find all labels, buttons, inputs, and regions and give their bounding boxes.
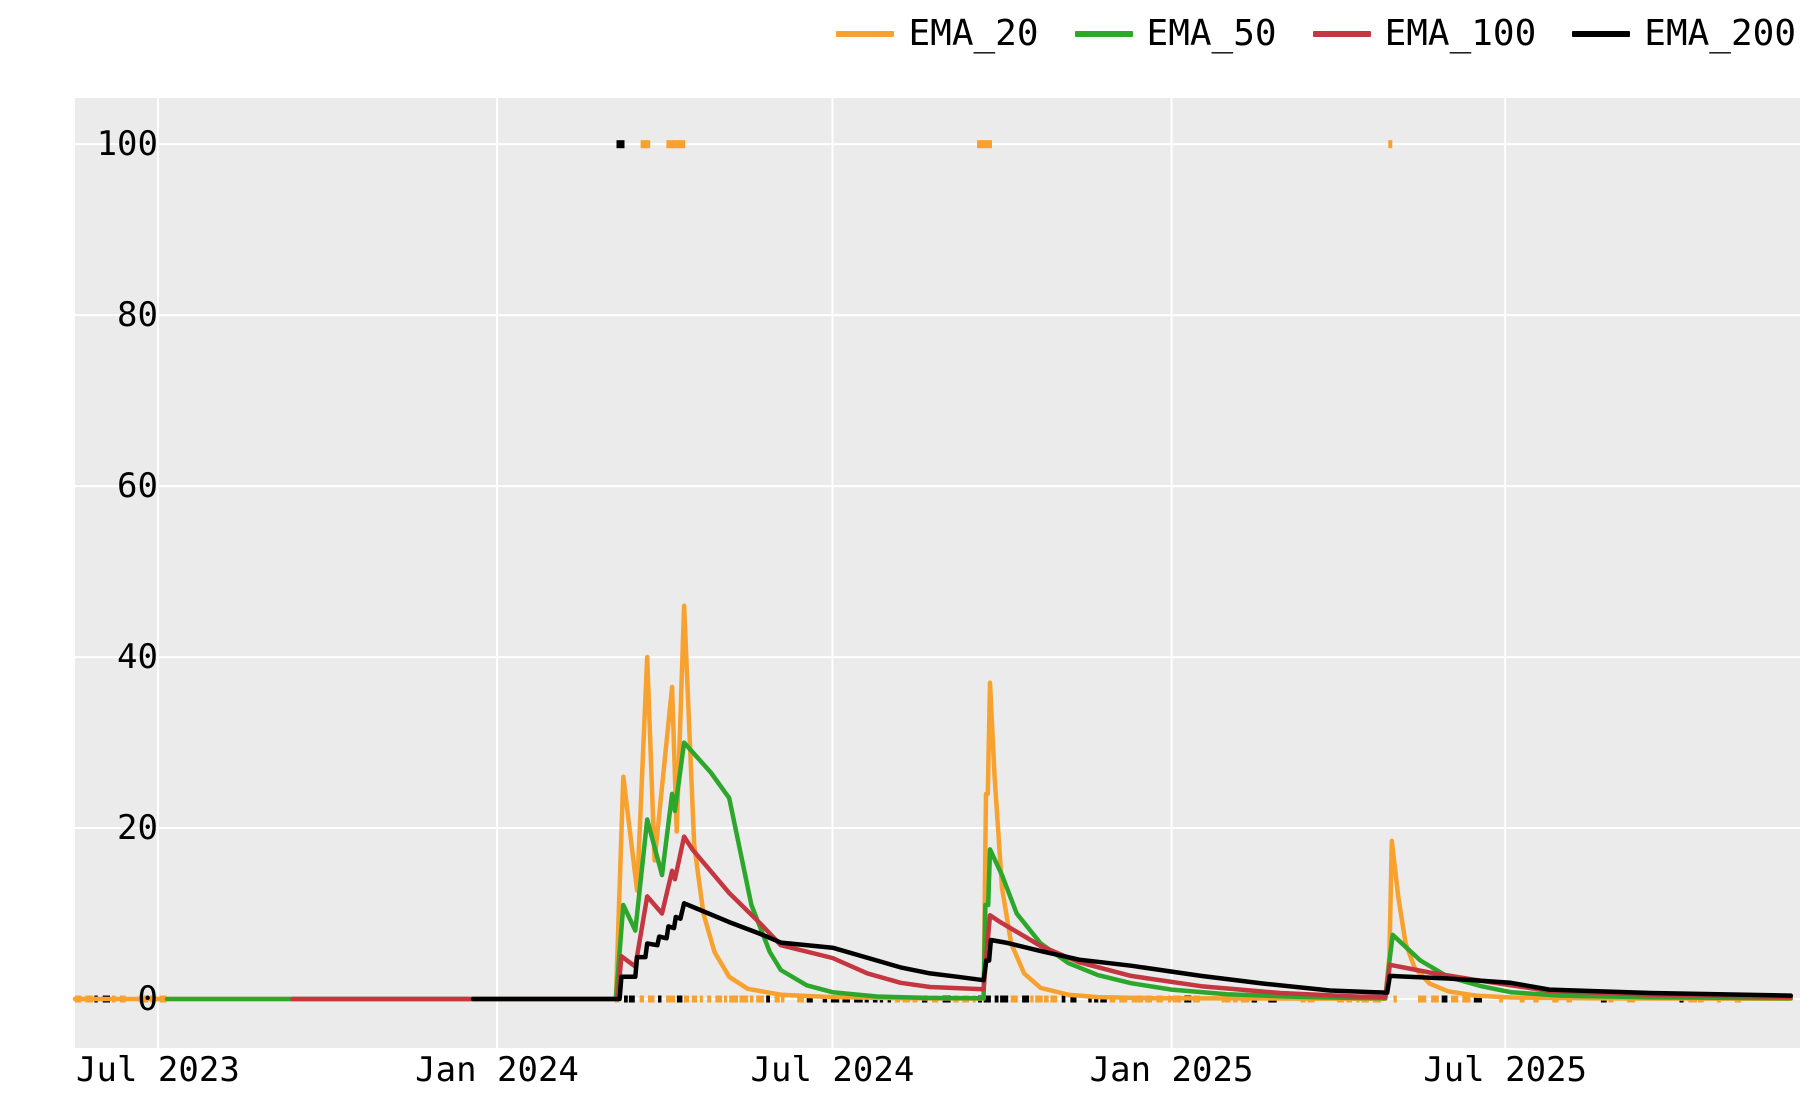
legend: EMA_20 EMA_50 EMA_100 EMA_200 (0, 14, 1796, 54)
marker-100 (977, 140, 981, 149)
baseline-dash (1462, 995, 1471, 1003)
marker-100 (988, 140, 992, 149)
marker-100 (666, 140, 671, 149)
baseline-dash (749, 995, 754, 1003)
y-axis-tick-label: 60 (117, 466, 158, 507)
series-line-ema_50 (164, 740, 1794, 1002)
x-axis-tick-label: Jul 2024 (750, 1050, 915, 1090)
baseline-dash (1030, 995, 1034, 1003)
legend-label-ema50: EMA_50 (1146, 13, 1277, 54)
series-line-ema_200 (470, 901, 1794, 1002)
baseline-dash (658, 995, 662, 1003)
baseline-dash (1431, 995, 1439, 1003)
baseline-dash (766, 995, 770, 1003)
baseline-dash (724, 995, 728, 1003)
baseline-dash (639, 995, 644, 1003)
baseline-dash (676, 995, 683, 1003)
ema50-line-swatch (1074, 31, 1133, 37)
baseline-dash (1000, 995, 1009, 1003)
baseline-dash (707, 995, 712, 1003)
y-axis-tick-label: 0 (137, 979, 158, 1020)
x-axis-tick-label: Jan 2024 (415, 1050, 579, 1090)
baseline-dash (729, 995, 739, 1003)
baseline-dash (624, 995, 628, 1003)
legend-item-ema100: EMA_100 (1312, 13, 1537, 54)
ema200-line-swatch (1572, 31, 1631, 37)
baseline-dash (1418, 995, 1427, 1003)
baseline-dash (1044, 995, 1049, 1003)
marker-100 (982, 140, 987, 149)
baseline-dash (1441, 995, 1448, 1003)
legend-label-ema20: EMA_20 (908, 13, 1039, 54)
baseline-dash (994, 995, 999, 1003)
baseline-dash (648, 995, 655, 1003)
baseline-dash (715, 995, 723, 1003)
baseline-dash (628, 995, 635, 1003)
marker-100 (669, 140, 674, 149)
plot-background (75, 98, 1800, 1048)
baseline-dash (691, 995, 698, 1003)
baseline-dash (1050, 995, 1058, 1003)
baseline-dash (666, 995, 675, 1003)
baseline-dash (756, 995, 764, 1003)
baseline-dash (1088, 995, 1092, 1003)
marker-100 (672, 140, 676, 149)
marker-100 (675, 140, 680, 149)
baseline-dash (774, 995, 780, 1003)
baseline-dash (822, 995, 828, 1003)
y-axis-tick-label: 20 (117, 808, 158, 849)
y-axis-tick-label: 40 (117, 637, 158, 678)
marker-100 (681, 140, 686, 149)
baseline-dash (983, 995, 991, 1003)
legend-item-ema200: EMA_200 (1572, 14, 1796, 54)
marker-100 (1388, 140, 1393, 149)
y-axis-tick-label: 100 (96, 124, 158, 165)
baseline-dash (1022, 995, 1030, 1003)
baseline-dash (1010, 995, 1018, 1003)
ema20-line-swatch (836, 31, 895, 37)
baseline-dash (1070, 995, 1077, 1003)
baseline-dash (1451, 995, 1459, 1003)
series-line-ema_100 (290, 834, 1794, 1002)
baseline-dash (739, 995, 749, 1003)
legend-label-ema100: EMA_100 (1384, 13, 1537, 54)
marker-100 (979, 140, 984, 149)
x-axis-tick-label: Jan 2025 (1089, 1050, 1254, 1090)
baseline-dash (806, 995, 813, 1003)
x-axis-tick-label: Jul 2023 (76, 1050, 240, 1090)
x-axis-tick-label: Jul 2025 (1423, 1050, 1587, 1090)
marker-100 (616, 140, 625, 149)
marker-100 (646, 140, 651, 149)
legend-label-ema200: EMA_200 (1644, 13, 1796, 54)
marker-100 (643, 140, 648, 149)
marker-100 (985, 140, 990, 149)
baseline-dash (797, 995, 804, 1003)
ema100-line-swatch (1312, 31, 1371, 37)
baseline-dash (684, 995, 690, 1003)
baseline-dash (699, 995, 703, 1003)
baseline-dash (1473, 995, 1482, 1003)
y-axis-tick-label: 80 (117, 295, 158, 336)
baseline-dash (1393, 995, 1397, 1003)
legend-item-ema20: EMA_20 (836, 13, 1039, 54)
marker-100 (640, 140, 645, 149)
baseline-dash (1061, 995, 1066, 1003)
baseline-dash (780, 995, 785, 1003)
legend-item-ema50: EMA_50 (1074, 13, 1277, 54)
marker-100 (678, 140, 683, 149)
baseline-dash (1035, 995, 1043, 1003)
